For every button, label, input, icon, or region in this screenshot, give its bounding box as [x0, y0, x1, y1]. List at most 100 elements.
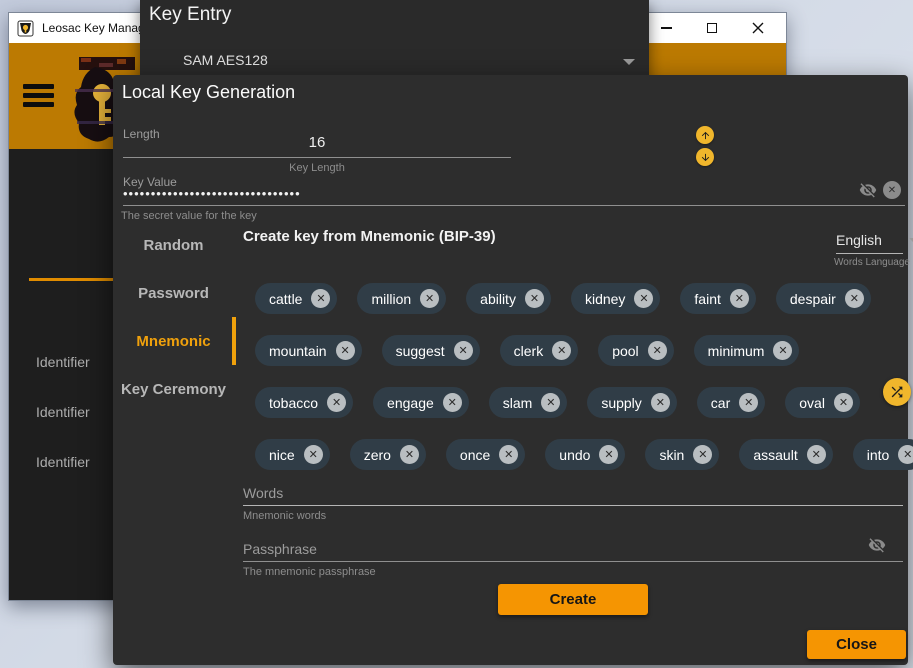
increment-icon[interactable] — [696, 126, 714, 144]
remove-word-icon[interactable]: ✕ — [729, 289, 749, 308]
remove-word-icon[interactable]: ✕ — [650, 393, 670, 412]
mnemonic-word-chip[interactable]: minimum ✕ — [693, 335, 800, 366]
mnemonic-word-chip[interactable]: oval ✕ — [785, 387, 860, 418]
remove-word-icon[interactable]: ✕ — [833, 393, 853, 412]
chip-label: million — [371, 290, 412, 307]
remove-word-icon[interactable]: ✕ — [773, 341, 793, 360]
mnemonic-word-chip[interactable]: undo ✕ — [545, 439, 626, 470]
mnemonic-word-chip[interactable]: engage ✕ — [373, 387, 469, 418]
words-input[interactable]: Words — [243, 485, 284, 501]
mnemonic-word-chip[interactable]: kidney ✕ — [570, 283, 661, 314]
remove-word-icon[interactable]: ✕ — [499, 445, 519, 464]
shuffle-icon[interactable] — [883, 378, 911, 406]
maximize-icon[interactable] — [704, 20, 720, 36]
remove-word-icon[interactable]: ✕ — [541, 393, 561, 412]
remove-word-icon[interactable]: ✕ — [739, 393, 759, 412]
key-value-input[interactable]: •••••••••••••••••••••••••••••••• — [123, 186, 301, 201]
mnemonic-word-chip[interactable]: car ✕ — [696, 387, 766, 418]
chip-label: car — [710, 394, 731, 411]
mnemonic-word-chip[interactable]: ability ✕ — [466, 283, 551, 314]
mnemonic-word-chip[interactable]: tobacco ✕ — [255, 387, 354, 418]
remove-word-icon[interactable]: ✕ — [420, 289, 440, 308]
tab-key-ceremony[interactable]: Key Ceremony — [120, 380, 227, 398]
clear-icon[interactable]: ✕ — [883, 181, 901, 199]
remove-word-icon[interactable]: ✕ — [898, 445, 913, 464]
close-icon[interactable] — [750, 20, 766, 36]
chip-label: despair — [789, 290, 836, 307]
list-item-identifier[interactable]: Identifier — [36, 404, 90, 420]
tab-password[interactable]: Password — [138, 284, 209, 302]
mnemonic-word-chip[interactable]: clerk ✕ — [499, 335, 579, 366]
key-entry-title: Key Entry — [149, 4, 232, 25]
chip-label: nice — [269, 446, 295, 463]
remove-word-icon[interactable]: ✕ — [806, 445, 826, 464]
window-controls — [658, 20, 766, 36]
mnemonic-word-chip[interactable]: skin ✕ — [645, 439, 720, 470]
passphrase-input[interactable]: Passphrase — [243, 541, 317, 557]
minimize-icon[interactable] — [658, 20, 674, 36]
mnemonic-word-chip[interactable]: supply ✕ — [587, 387, 677, 418]
key-type-value: SAM AES128 — [183, 52, 268, 68]
close-button[interactable]: Close — [807, 630, 906, 659]
remove-word-icon[interactable]: ✕ — [634, 289, 654, 308]
words-language-select[interactable]: English — [836, 232, 913, 250]
key-type-select[interactable]: SAM AES128 — [183, 52, 635, 72]
remove-word-icon[interactable]: ✕ — [599, 445, 619, 464]
remove-word-icon[interactable]: ✕ — [453, 341, 473, 360]
mnemonic-word-chip[interactable]: mountain ✕ — [255, 335, 362, 366]
chip-row: tobacco ✕ engage ✕ slam ✕ supply ✕ car ✕ oval ✕ — [255, 387, 913, 418]
tab-mnemonic[interactable]: Mnemonic — [113, 317, 236, 365]
mnemonic-word-chip[interactable]: once ✕ — [445, 439, 526, 470]
remove-word-icon[interactable]: ✕ — [311, 289, 331, 308]
decrement-icon[interactable] — [696, 148, 714, 166]
remove-word-icon[interactable]: ✕ — [399, 445, 419, 464]
mnemonic-word-chip[interactable]: suggest ✕ — [381, 335, 480, 366]
key-value-hint: The secret value for the key — [121, 210, 257, 222]
mnemonic-word-chip[interactable]: cattle ✕ — [255, 283, 338, 314]
length-input[interactable]: 16 — [308, 134, 326, 151]
chip-label: clerk — [513, 342, 544, 359]
chip-row: nice ✕ zero ✕ once ✕ undo ✕ skin ✕ assault ✕ into ✕ — [255, 439, 913, 470]
words-language-hint: Words Language — [834, 257, 910, 268]
active-tab-underline — [29, 278, 121, 281]
mnemonic-word-chip[interactable]: despair ✕ — [775, 283, 871, 314]
chip-label: ability — [480, 290, 516, 307]
remove-word-icon[interactable]: ✕ — [442, 393, 462, 412]
length-hint: Key Length — [289, 162, 345, 174]
menu-icon[interactable] — [23, 84, 54, 111]
mnemonic-word-chip[interactable]: million ✕ — [357, 283, 447, 314]
remove-word-icon[interactable]: ✕ — [303, 445, 323, 464]
length-underline — [123, 157, 511, 158]
chip-label: mountain — [269, 342, 327, 359]
passphrase-hint: The mnemonic passphrase — [243, 566, 376, 578]
mnemonic-word-chip[interactable]: zero ✕ — [349, 439, 426, 470]
remove-word-icon[interactable]: ✕ — [524, 289, 544, 308]
selected-tab-indicator — [232, 317, 236, 365]
mnemonic-word-chip[interactable]: faint ✕ — [680, 283, 756, 314]
list-item-identifier[interactable]: Identifier — [36, 454, 90, 470]
remove-word-icon[interactable]: ✕ — [844, 289, 864, 308]
dialog-title: Local Key Generation — [122, 82, 296, 102]
mnemonic-word-chip[interactable]: pool ✕ — [598, 335, 674, 366]
remove-word-icon[interactable]: ✕ — [335, 341, 355, 360]
mnemonic-word-chip[interactable]: into ✕ — [852, 439, 913, 470]
local-key-generation-dialog: Local Key Generation Length 16 Key Lengt… — [113, 75, 913, 665]
passphrase-underline — [243, 561, 903, 562]
chip-label: kidney — [584, 290, 626, 307]
tab-random[interactable]: Random — [143, 236, 204, 254]
visibility-off-icon[interactable] — [868, 536, 886, 554]
list-item-identifier[interactable]: Identifier — [36, 354, 90, 370]
visibility-off-icon[interactable] — [859, 181, 877, 199]
remove-word-icon[interactable]: ✕ — [693, 445, 713, 464]
chip-label: faint — [694, 290, 721, 307]
remove-word-icon[interactable]: ✕ — [327, 393, 347, 412]
remove-word-icon[interactable]: ✕ — [552, 341, 572, 360]
mnemonic-word-chip[interactable]: nice ✕ — [255, 439, 330, 470]
mnemonic-word-chip[interactable]: assault ✕ — [739, 439, 833, 470]
remove-word-icon[interactable]: ✕ — [647, 341, 667, 360]
chip-label: slam — [502, 394, 533, 411]
chip-label: undo — [559, 446, 591, 463]
chip-label: zero — [363, 446, 391, 463]
mnemonic-word-chip[interactable]: slam ✕ — [488, 387, 568, 418]
create-button[interactable]: Create — [498, 584, 648, 615]
